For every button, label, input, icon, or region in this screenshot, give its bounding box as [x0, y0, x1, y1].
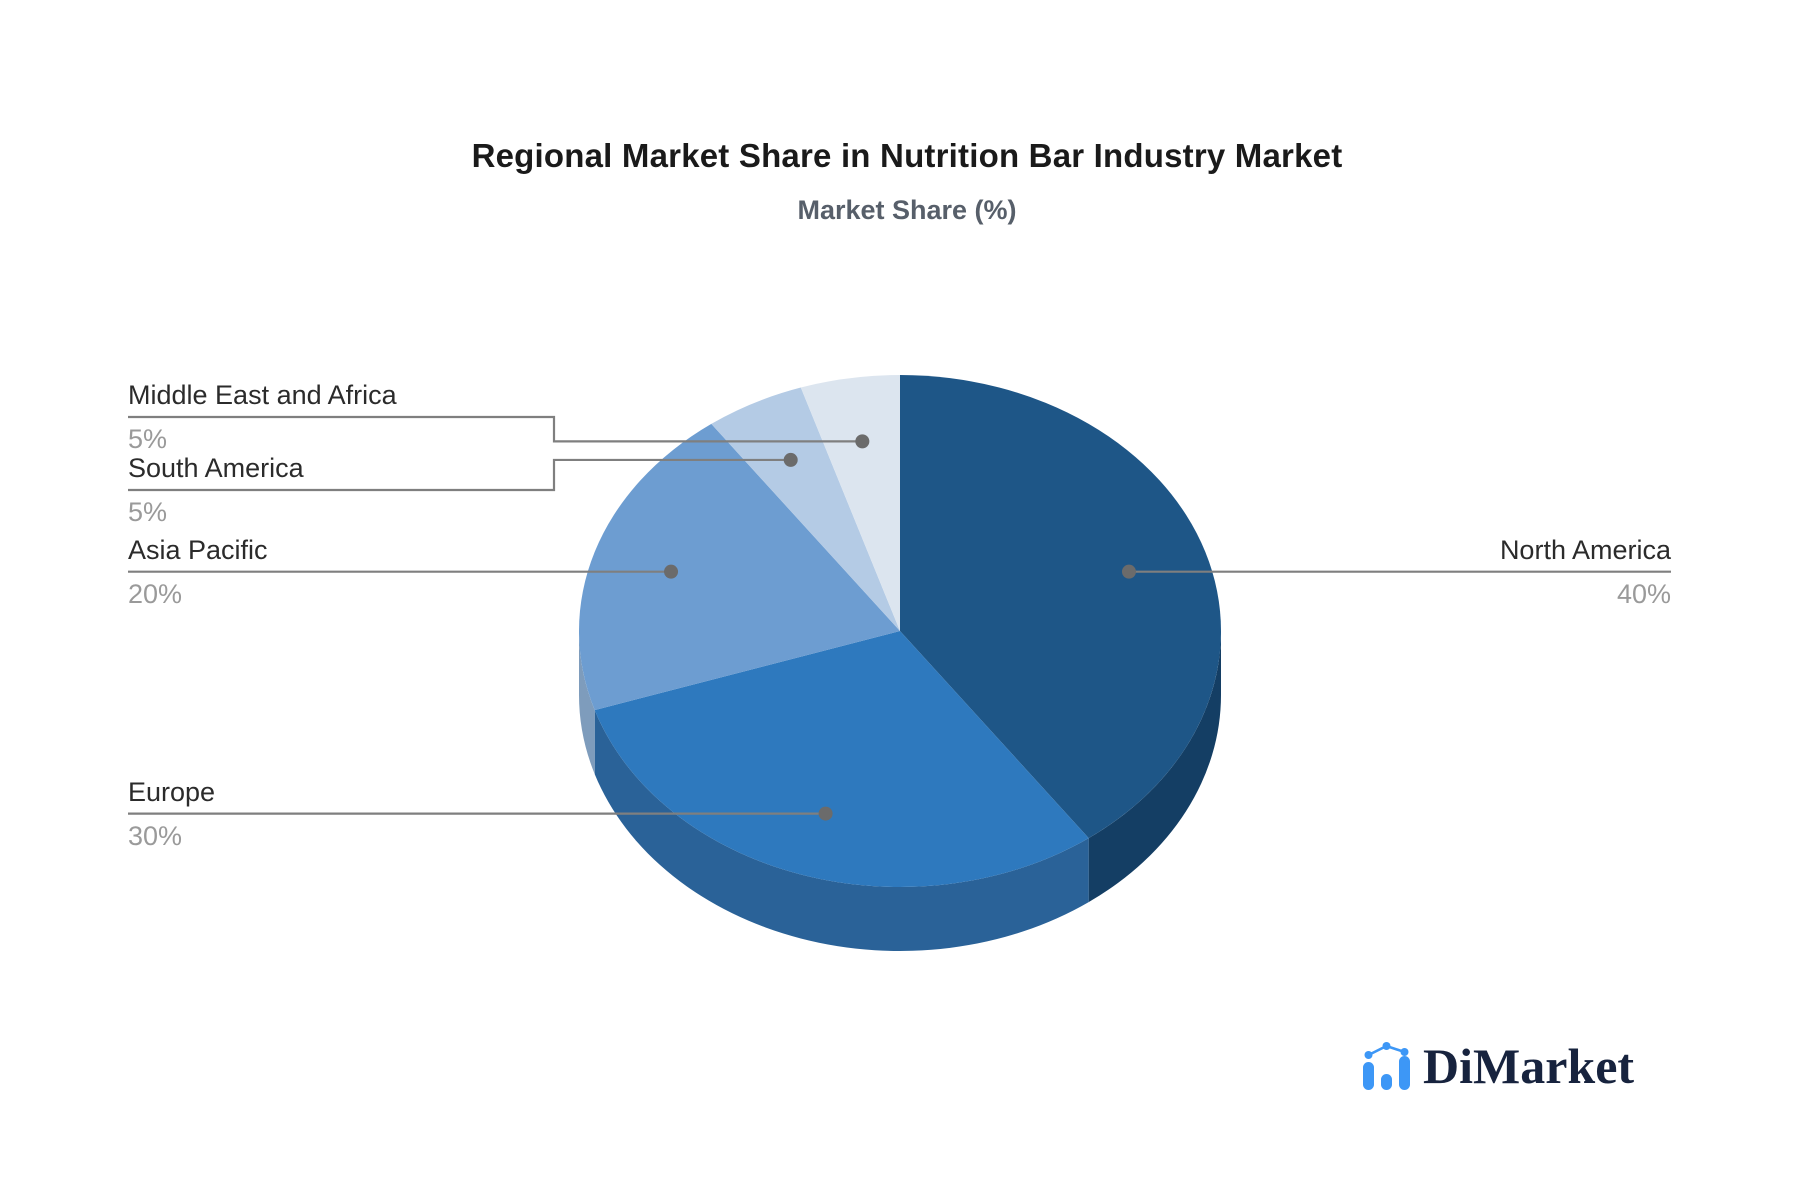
leader-dot-asia-pacific	[664, 564, 679, 579]
pie-slice-middle-east-and-africa	[800, 375, 900, 631]
leader-dot-south-america	[783, 452, 798, 467]
callout-label-europe: Europe	[128, 776, 216, 807]
pie-slice-south-america	[711, 387, 900, 631]
callout-label-asia-pacific: Asia Pacific	[128, 534, 268, 565]
logo-text: DiMarket	[1423, 1038, 1635, 1094]
callout-value-south-america: 5%	[128, 497, 168, 527]
leader-dot-north-america	[1121, 564, 1136, 579]
chart-title: Regional Market Share in Nutrition Bar I…	[471, 137, 1343, 174]
callout-label-middle-east-and-africa: Middle East and Africa	[128, 380, 397, 410]
callout-value-north-america: 40%	[1616, 578, 1671, 609]
pie-slice-north-america	[900, 375, 1222, 839]
leader-dot-europe	[818, 806, 833, 821]
callout-label-south-america: South America	[128, 453, 304, 483]
pie-slice-asia-pacific	[579, 423, 900, 711]
callout-label-north-america: North America	[1499, 534, 1671, 565]
dimarket-logo: DiMarket	[1362, 1040, 1634, 1092]
callout-value-asia-pacific: 20%	[128, 578, 183, 609]
callout-value-middle-east-and-africa: 5%	[128, 424, 168, 454]
pie-slice-europe	[594, 631, 1089, 888]
callout-value-europe: 30%	[128, 820, 183, 851]
leader-dot-middle-east-and-africa	[855, 434, 870, 449]
pie-side-europe	[594, 710, 1089, 951]
chart-subtitle: Market Share (%)	[797, 195, 1017, 225]
leader-line-middle-east-and-africa	[128, 415, 863, 443]
leader-line-south-america	[128, 458, 791, 492]
bar-line-chart-icon	[1363, 1042, 1410, 1090]
pie-side-asia-pacific	[579, 631, 595, 775]
pie-side-north-america	[1088, 631, 1221, 903]
